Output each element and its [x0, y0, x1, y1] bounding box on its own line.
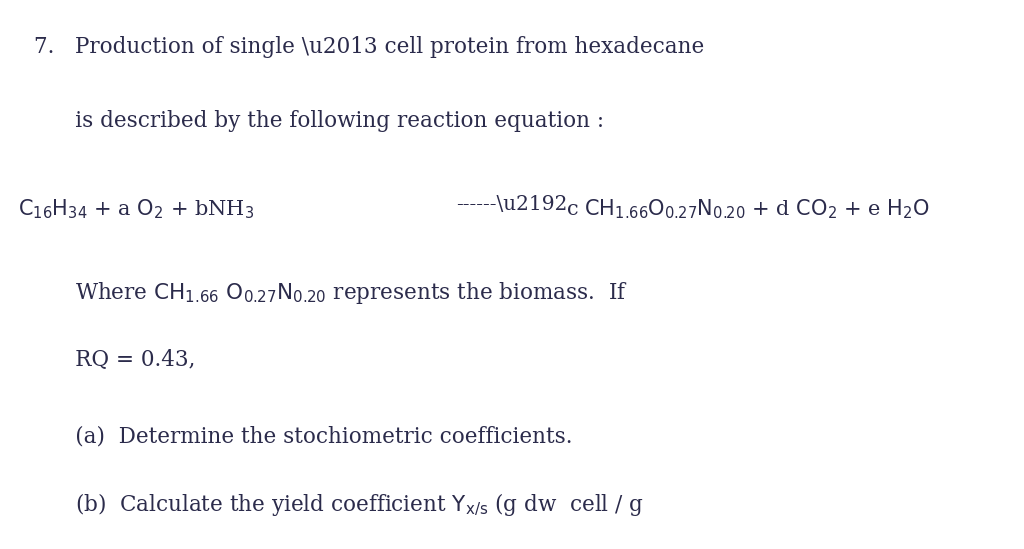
Text: $\mathrm{C_{16}H_{34}}$ + a $\mathrm{O_2}$ + bNH$_3$: $\mathrm{C_{16}H_{34}}$ + a $\mathrm{O_2…: [18, 198, 255, 221]
Text: 7.   Production of single \u2013 cell protein from hexadecane: 7. Production of single \u2013 cell prot…: [34, 36, 705, 58]
Text: Where $\mathrm{CH_{1.66}\ O_{0.27}N_{0.20}}$ represents the biomass.  If: Where $\mathrm{CH_{1.66}\ O_{0.27}N_{0.2…: [34, 280, 628, 306]
Text: (b)  Calculate the yield coefficient $\mathrm{Y_{x/s}}$ (g dw  cell / g: (b) Calculate the yield coefficient $\ma…: [34, 491, 644, 518]
Text: RQ = 0.43,: RQ = 0.43,: [34, 349, 196, 371]
Text: is described by the following reaction equation :: is described by the following reaction e…: [34, 110, 604, 132]
Text: (a)  Determine the stochiometric coefficients.: (a) Determine the stochiometric coeffici…: [34, 425, 572, 447]
Text: ------\u2192: ------\u2192: [456, 195, 567, 214]
Text: c $\mathrm{CH_{1.66}O_{0.27}N_{0.20}}$ + d $\mathrm{CO_2}$ + e $\mathrm{H_2O}$: c $\mathrm{CH_{1.66}O_{0.27}N_{0.20}}$ +…: [566, 198, 930, 221]
